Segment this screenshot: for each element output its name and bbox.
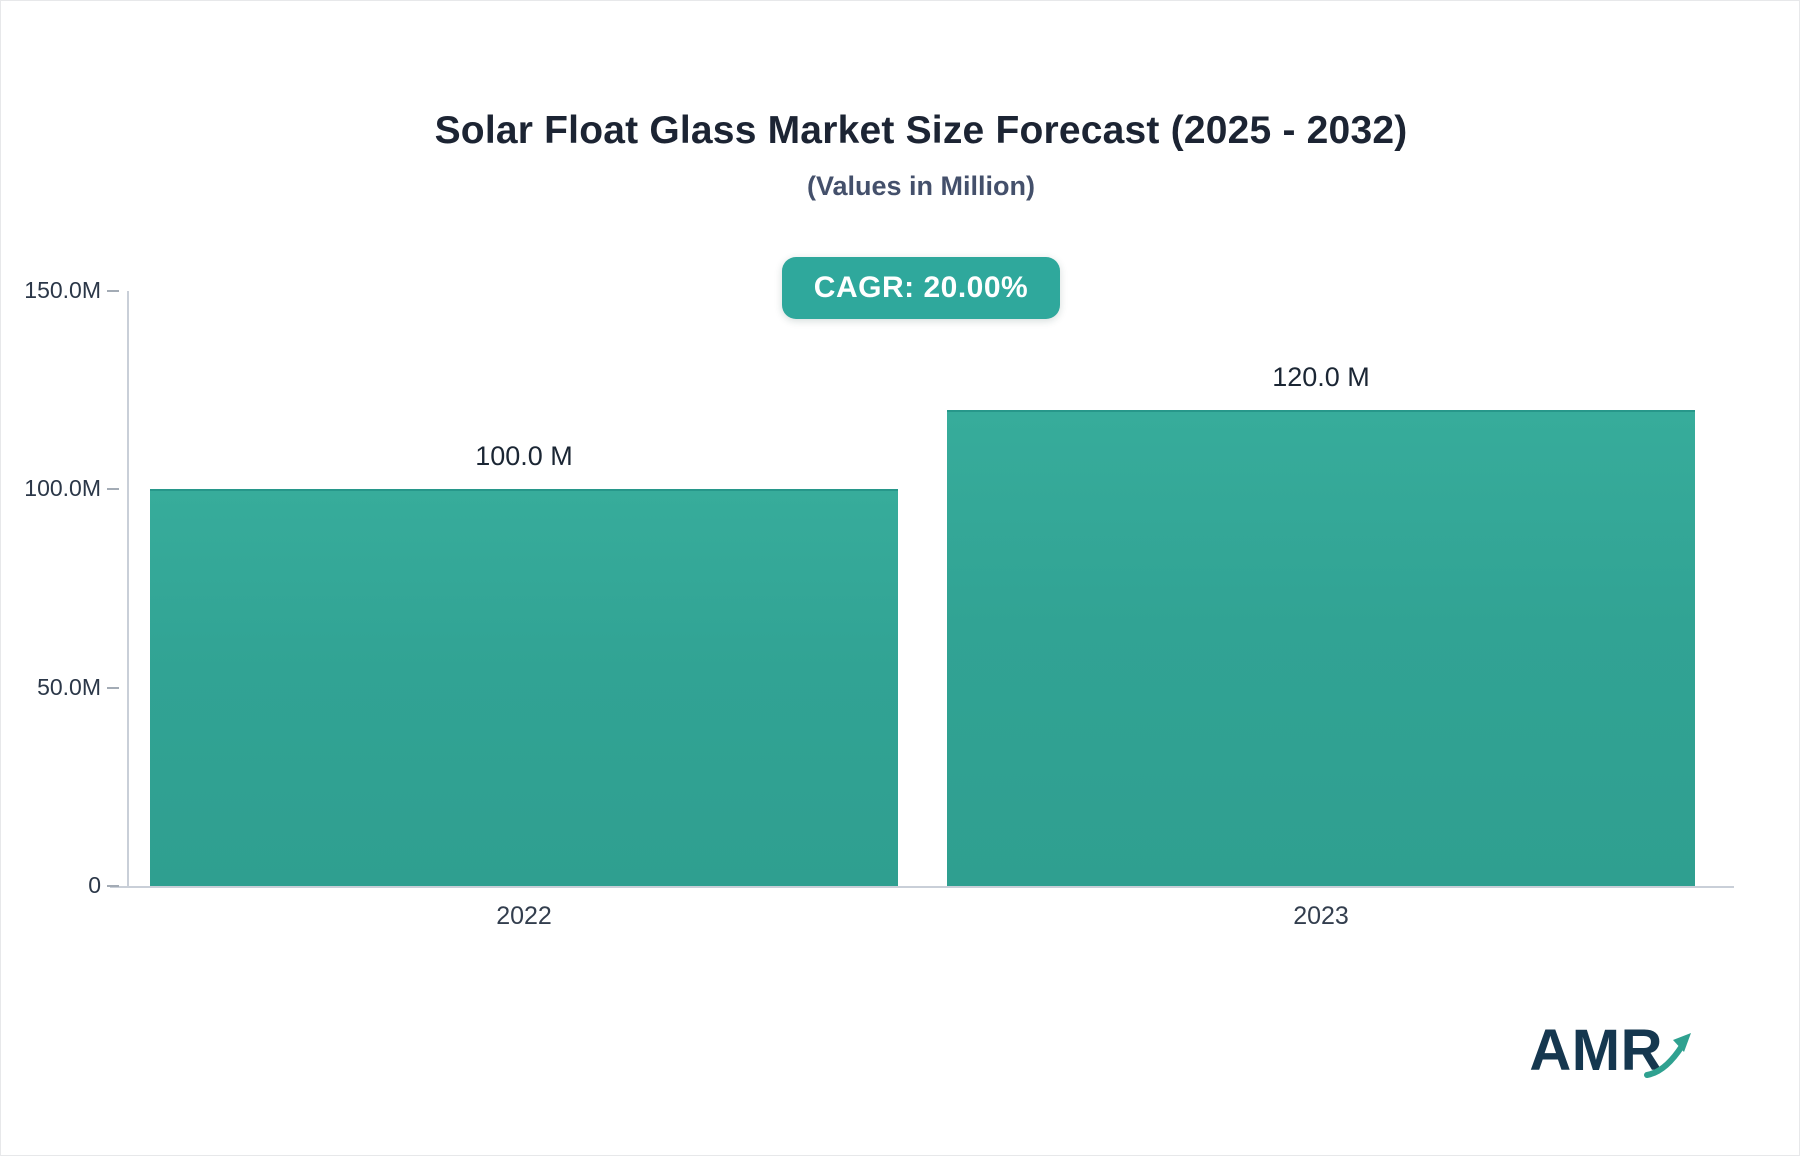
y-axis-tick <box>107 488 119 491</box>
chart-title: Solar Float Glass Market Size Forecast (… <box>434 109 1408 152</box>
y-axis-label: 150.0M <box>24 277 101 303</box>
y-axis-tick <box>107 885 119 887</box>
y-axis-tick <box>107 290 119 292</box>
x-axis-label: 2022 <box>496 902 552 930</box>
y-axis-tick <box>107 686 119 689</box>
bar-2023 <box>947 410 1695 886</box>
cagr-badge: CAGR: 20.00% <box>781 257 1061 319</box>
bar-value-label: 100.0 M <box>475 441 573 472</box>
y-axis-label: 0 <box>88 872 101 898</box>
growth-arrow-icon <box>1644 1032 1691 1078</box>
cagr-badge-row: CAGR: 20.00% <box>1 257 1799 319</box>
amr-logo: AMR <box>1529 1017 1693 1084</box>
y-axis-label: 50.0M <box>37 673 101 700</box>
bar-2022 <box>150 489 898 886</box>
x-axis-line <box>110 886 1734 888</box>
y-axis-label: 100.0M <box>24 475 101 502</box>
amr-logo-text: AMR <box>1529 1018 1663 1083</box>
y-axis-line <box>127 291 129 886</box>
chart-subtitle: (Values in Million) <box>806 171 1036 201</box>
x-axis-label: 2023 <box>1293 902 1349 930</box>
bar-value-label: 120.0 M <box>1272 362 1370 392</box>
